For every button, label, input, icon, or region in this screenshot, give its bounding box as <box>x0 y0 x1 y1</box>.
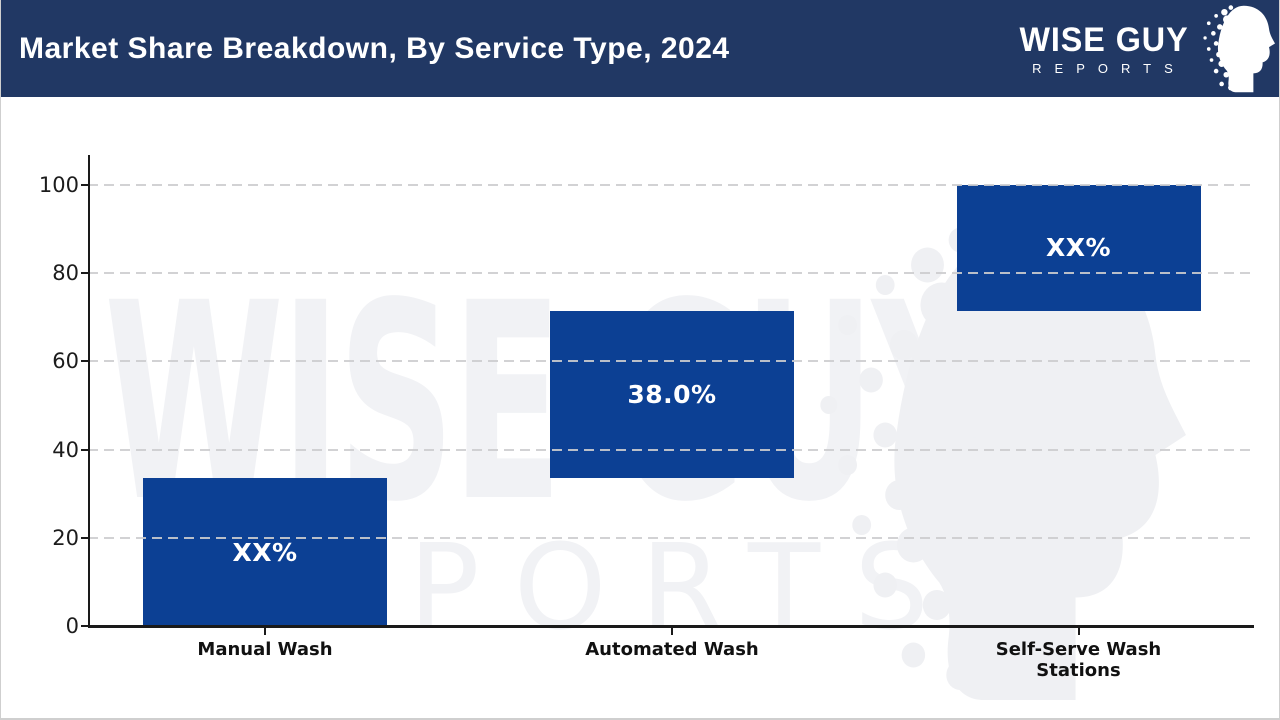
y-tick-label: 100 <box>38 173 79 197</box>
bar-value-label: 38.0% <box>627 379 717 409</box>
bar-2: 38.0% <box>550 310 794 479</box>
gridline-80 <box>88 272 1254 275</box>
logo-text: WISE GUY REPORTS <box>1015 21 1193 76</box>
bar-value-label: XX% <box>1045 233 1112 263</box>
wise-guy-logo: WISE GUY REPORTS <box>1015 2 1275 95</box>
y-tick-mark <box>81 272 88 275</box>
gridline-100 <box>88 184 1254 186</box>
y-tick-label: 80 <box>52 261 79 286</box>
x-tick-mark <box>671 628 673 635</box>
logo-wordmark: WISE GUY <box>1019 21 1189 59</box>
x-axis-line <box>88 625 1254 628</box>
y-tick-mark <box>81 625 88 627</box>
logo-head-icon <box>1203 4 1275 92</box>
x-tick-mark <box>264 628 266 635</box>
bar-value-label: XX% <box>232 537 298 567</box>
header: Market Share Breakdown, By Service Type,… <box>1 0 1279 97</box>
y-tick-mark <box>81 360 88 363</box>
y-tick-mark <box>81 536 88 539</box>
x-tick-mark <box>1077 628 1080 635</box>
y-tick-label: 40 <box>52 437 79 462</box>
y-axis-line <box>88 155 90 628</box>
page-title: Market Share Breakdown, By Service Type,… <box>19 31 730 65</box>
y-tick-mark <box>81 184 88 186</box>
x-category-label: Self-Serve Wash Stations <box>995 639 1162 681</box>
x-category-label: Automated Wash <box>585 639 759 660</box>
bar-3: XX% <box>956 185 1201 311</box>
gridline-20 <box>88 536 1254 539</box>
logo-tagline: REPORTS <box>1032 61 1186 76</box>
x-category-label: Manual Wash <box>197 639 333 660</box>
y-tick-mark <box>81 448 88 451</box>
bar-1: XX% <box>143 478 387 626</box>
y-tick-label: 0 <box>65 614 79 638</box>
y-tick-label: 20 <box>52 525 79 550</box>
gridline-60 <box>88 360 1254 363</box>
gridline-40 <box>88 448 1254 451</box>
y-tick-label: 60 <box>52 349 79 374</box>
